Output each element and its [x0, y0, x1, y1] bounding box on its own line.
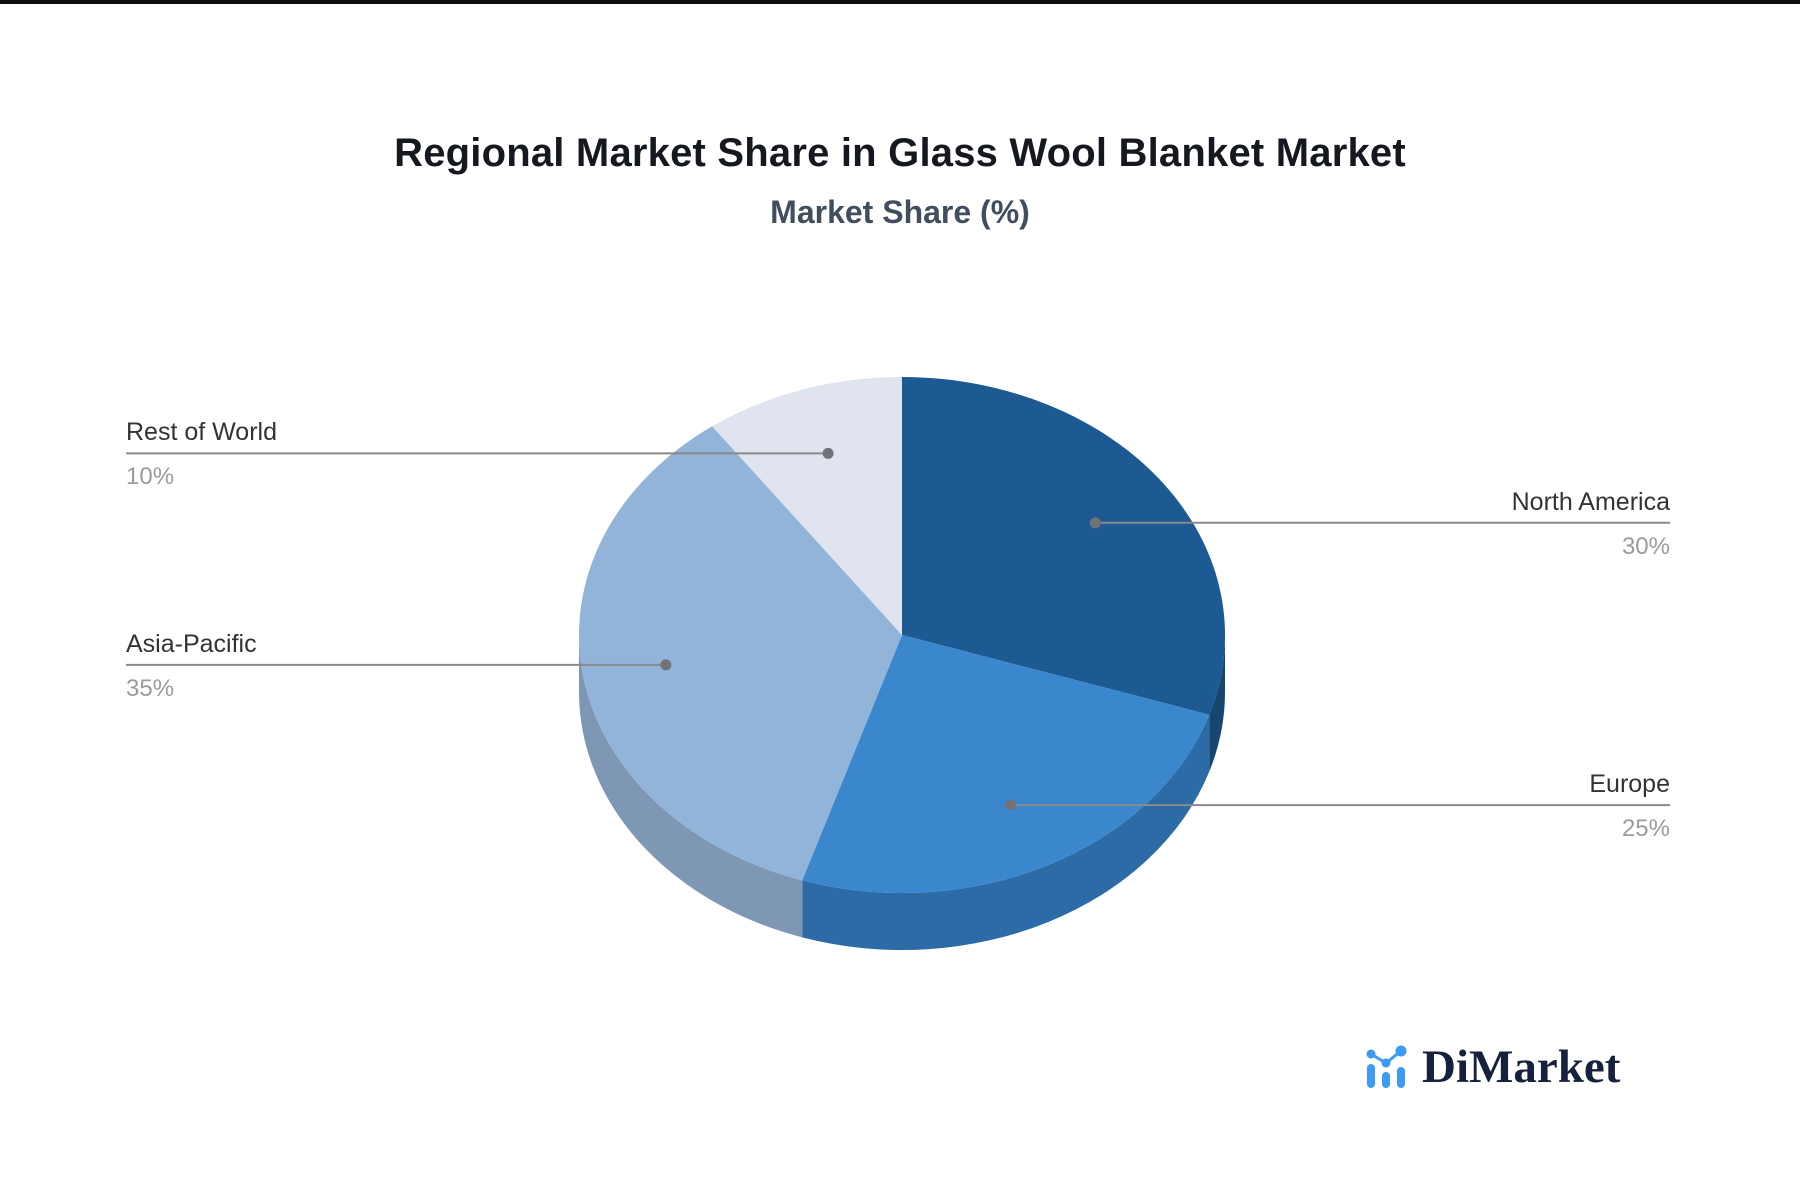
pie-slice-rest-of-world[interactable] [712, 377, 902, 635]
logo-bar [1382, 1072, 1390, 1088]
logo-dot [1381, 1058, 1391, 1068]
slice-label-block-rest-of-world: Rest of World 10% [126, 418, 277, 491]
chart-title: Regional Market Share in Glass Wool Blan… [394, 131, 1406, 175]
dimarket-logo-icon [1366, 1045, 1407, 1088]
pie-slice-side-europe [802, 714, 1210, 950]
slice-value: 10% [126, 463, 175, 491]
slice-label-block-europe: Europe 25% [1589, 770, 1670, 843]
slice-value: 30% [1621, 532, 1670, 560]
leader-dot-asia-pacific [660, 659, 672, 671]
slice-value: 35% [126, 674, 175, 702]
top-border [0, 0, 1800, 4]
pie-slice-side-north-america [1209, 635, 1225, 772]
slice-value: 25% [1621, 815, 1670, 843]
chart-subtitle: Market Share (%) [770, 194, 1030, 230]
dimarket-logo-text: DiMarket [1422, 1041, 1621, 1093]
logo-bar [1367, 1064, 1375, 1088]
leader-dot-north-america [1089, 517, 1101, 529]
slice-label: Rest of World [126, 418, 277, 447]
logo-dot [1395, 1045, 1407, 1057]
dimarket-logo: DiMarket [1364, 1041, 1621, 1093]
leader-dot-europe [1005, 799, 1016, 811]
slice-label: North America [1511, 487, 1670, 516]
slice-label-block-north-america: North America 30% [1512, 488, 1670, 561]
leader-dot-rest-of-world [822, 447, 834, 459]
slice-label-block-asia-pacific: Asia-Pacific 35% [126, 630, 257, 703]
pie-slice-side-asia-pacific [579, 635, 803, 938]
slice-label: Europe [1589, 770, 1670, 799]
pie-slice-europe[interactable] [802, 635, 1210, 893]
pie-slice-north-america[interactable] [902, 377, 1226, 715]
logo-dot [1366, 1049, 1376, 1059]
logo-bar [1397, 1067, 1405, 1088]
pie-slice-asia-pacific[interactable] [579, 426, 902, 881]
slice-label: Asia-Pacific [126, 629, 257, 658]
